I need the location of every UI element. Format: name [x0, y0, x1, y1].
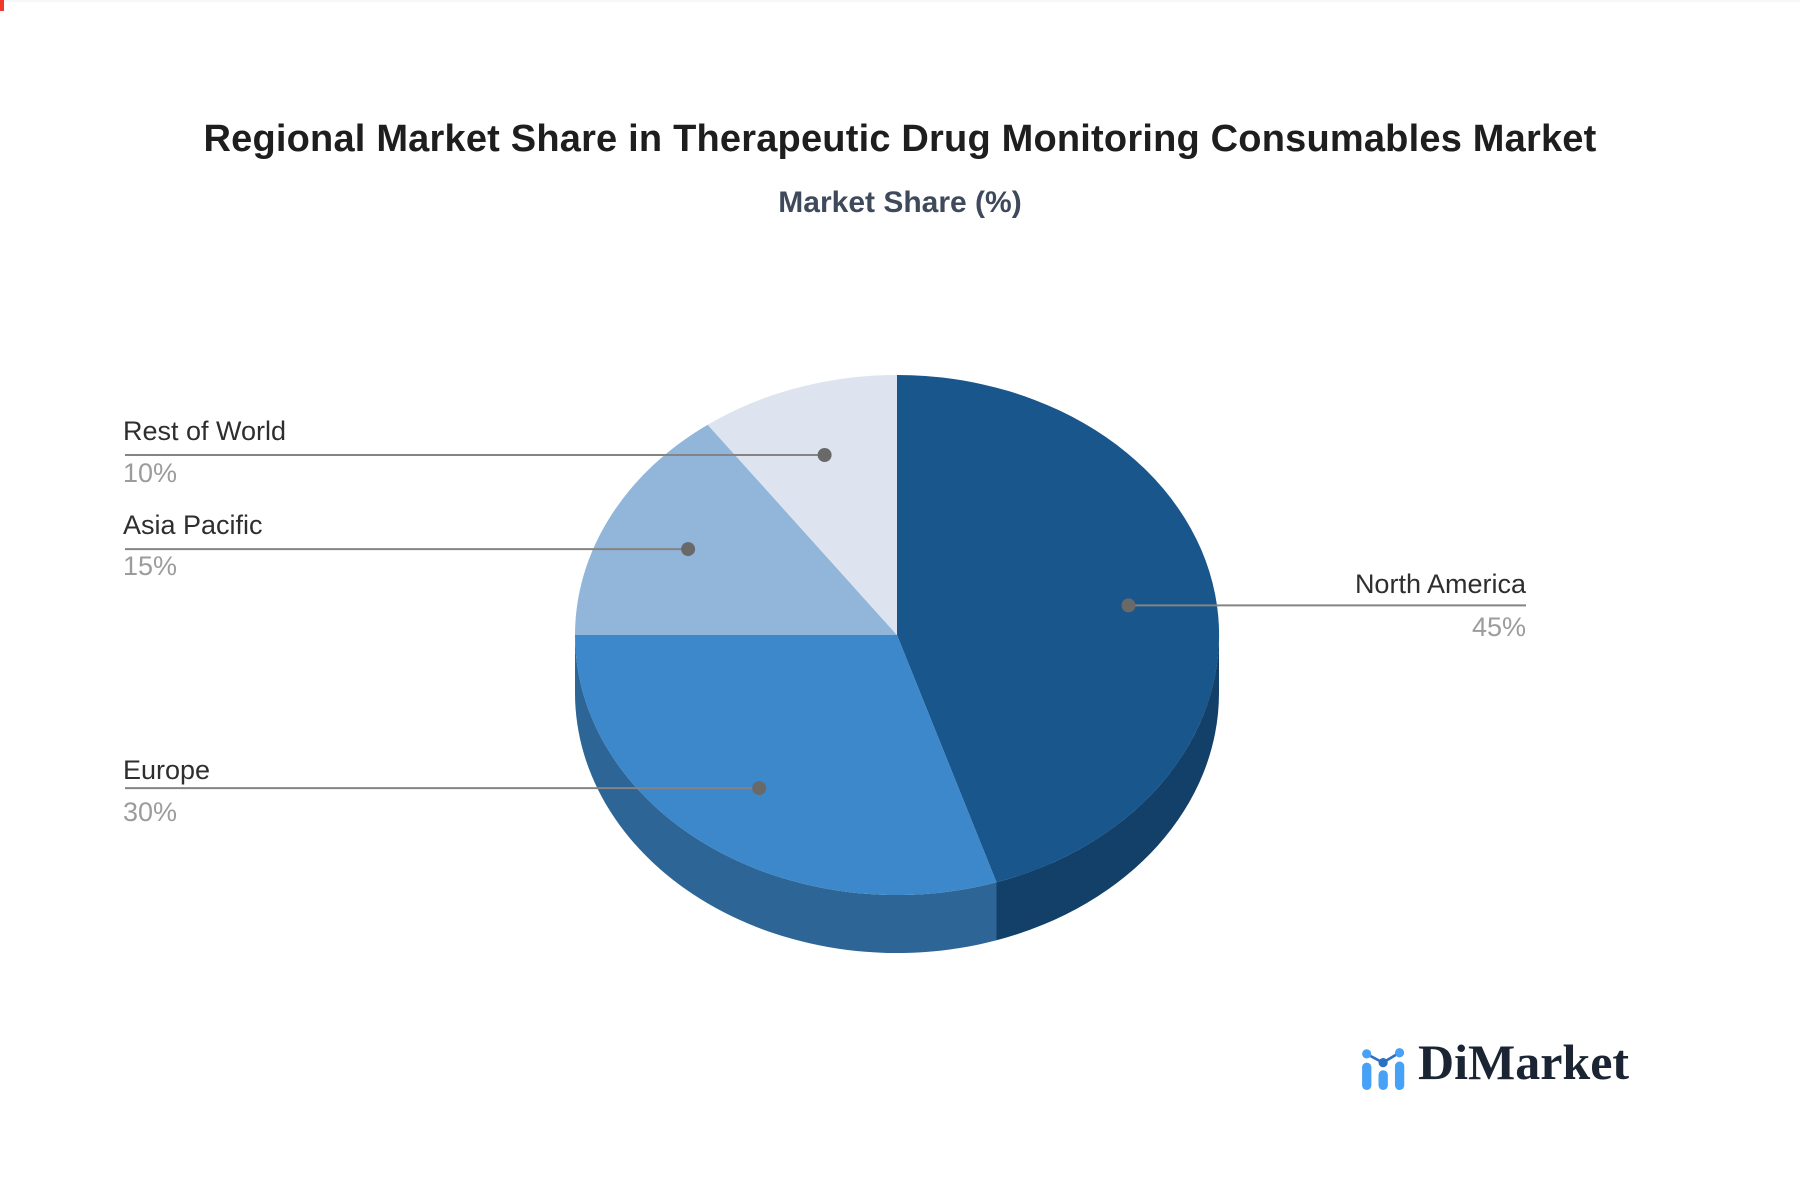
pie-slice-north-america[interactable] [897, 375, 1220, 883]
callout-value-north-america: 45% [1471, 612, 1526, 642]
pie-slices [575, 375, 1220, 896]
callout-label-rest-of-world: Rest of World [123, 416, 287, 446]
brand-logo: DiMarket [1362, 1034, 1629, 1090]
callout-label-europe: Europe [123, 755, 211, 785]
chart-title: Regional Market Share in Therapeutic Dru… [203, 118, 1597, 160]
pie-3d-sides [575, 635, 1219, 954]
pie-slice-side-north-america [996, 635, 1219, 941]
pie-slice-side-europe [575, 635, 997, 954]
callout-label-asia-pacific: Asia Pacific [123, 510, 263, 540]
callout-value-asia-pacific: 15% [123, 551, 178, 581]
callout-leader-lines [125, 448, 1526, 796]
leader-dot-rest-of-world [817, 448, 832, 462]
callout-value-europe: 30% [123, 797, 178, 827]
chart-subtitle: Market Share (%) [778, 186, 1022, 219]
top-left-red-marker [0, 0, 4, 11]
pie-slice-rest-of-world[interactable] [707, 375, 897, 635]
leader-dot-europe [752, 781, 767, 796]
pie-slice-asia-pacific[interactable] [575, 424, 897, 635]
top-hairline [0, 0, 1800, 2]
callout-value-rest-of-world: 10% [123, 458, 178, 488]
leader-dot-north-america [1121, 598, 1136, 613]
brand-name: DiMarket [1418, 1034, 1630, 1090]
leader-dot-asia-pacific [681, 542, 696, 557]
callout-label-north-america: North America [1354, 569, 1526, 599]
pie-slice-europe[interactable] [575, 635, 997, 896]
bar-line-chart-icon [1362, 1048, 1405, 1090]
